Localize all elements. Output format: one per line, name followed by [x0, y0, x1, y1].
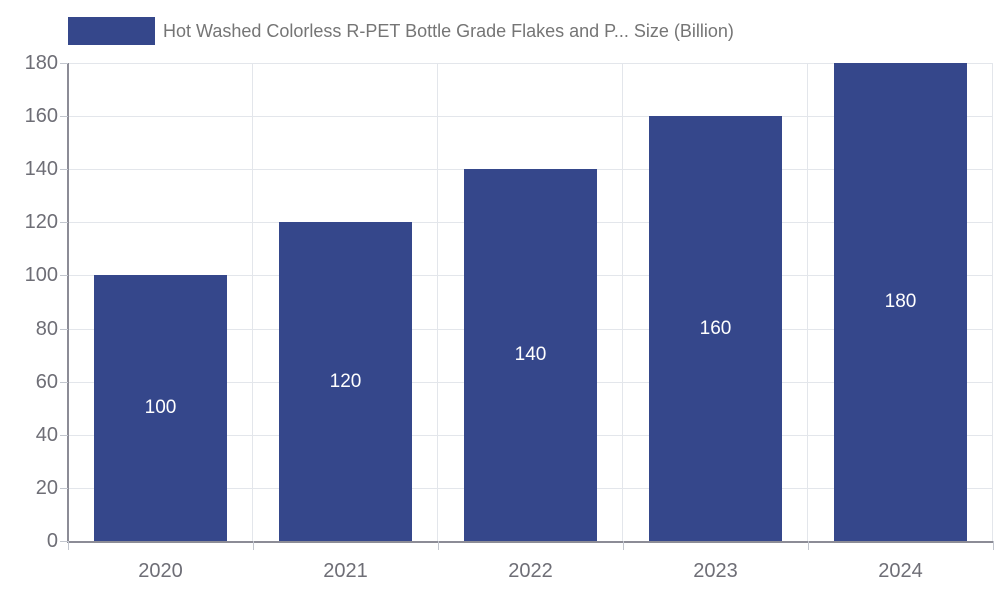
gridline-vertical	[437, 63, 438, 541]
y-axis-tick	[60, 487, 68, 489]
x-axis-tick-label: 2022	[508, 560, 553, 582]
y-axis-line	[67, 63, 69, 541]
x-axis-tick	[808, 541, 809, 550]
bar-2021[interactable]	[279, 222, 412, 541]
y-axis-tick-label: 40	[35, 423, 58, 446]
y-axis-tick-label: 60	[35, 370, 58, 393]
y-axis-tick	[60, 169, 68, 171]
y-axis-tick	[60, 381, 68, 383]
x-axis-tick-label: 2020	[138, 560, 183, 582]
bar-2024[interactable]	[834, 63, 967, 541]
gridline-vertical	[992, 63, 993, 541]
y-axis-tick	[60, 434, 68, 436]
y-axis-tick-label: 140	[24, 158, 58, 181]
y-axis-tick-label: 0	[46, 530, 58, 552]
x-axis-tick-label: 2024	[878, 560, 923, 582]
y-axis-tick	[60, 116, 68, 118]
bar-2023[interactable]	[649, 116, 782, 541]
y-axis-tick-label: 80	[35, 317, 58, 340]
y-axis-tick	[60, 541, 68, 542]
y-axis-tick-label: 120	[24, 211, 58, 234]
x-axis-tick-label: 2021	[323, 560, 368, 582]
legend-label: Hot Washed Colorless R-PET Bottle Grade …	[163, 20, 734, 41]
y-axis-tick	[60, 63, 68, 64]
bar-2022[interactable]	[464, 169, 597, 541]
y-axis-tick-label: 160	[24, 105, 58, 128]
legend-swatch	[68, 17, 155, 45]
y-axis-tick	[60, 328, 68, 330]
x-axis-tick-label: 2023	[693, 560, 738, 582]
y-axis-tick	[60, 275, 68, 277]
bar-2020[interactable]	[94, 275, 227, 541]
legend-item[interactable]: Hot Washed Colorless R-PET Bottle Grade …	[68, 17, 734, 45]
x-axis-tick	[68, 541, 69, 550]
x-axis-tick	[993, 541, 994, 550]
y-axis-tick-label: 180	[24, 52, 58, 74]
y-axis-tick-label: 100	[24, 264, 58, 287]
x-axis-tick	[438, 541, 439, 550]
gridline-vertical	[622, 63, 623, 541]
x-axis-tick	[253, 541, 254, 550]
x-axis-line	[67, 541, 993, 543]
gridline-vertical	[807, 63, 808, 541]
gridline-vertical	[252, 63, 253, 541]
gridline-horizontal	[68, 63, 993, 64]
plot-area	[68, 63, 993, 541]
gridline-horizontal	[68, 116, 993, 118]
x-axis-tick	[623, 541, 624, 550]
y-axis-tick	[60, 222, 68, 224]
y-axis-tick-label: 20	[35, 476, 58, 499]
